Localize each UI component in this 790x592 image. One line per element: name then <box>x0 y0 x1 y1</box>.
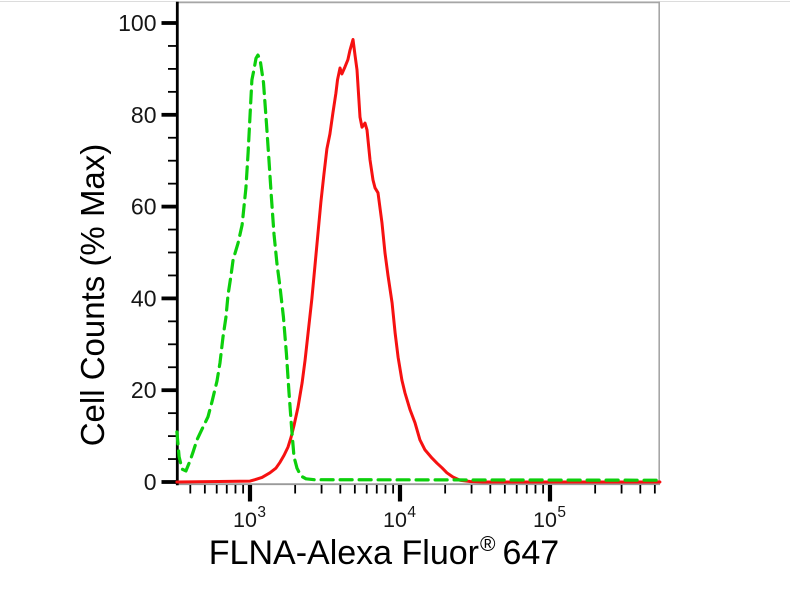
top-hairline <box>0 1 790 2</box>
y-tick-label: 0 <box>144 469 157 495</box>
y-tick-label: 60 <box>131 194 157 220</box>
y-axis-title: Cell Counts (% Max) <box>74 143 111 447</box>
green-dashed-curve <box>175 53 662 482</box>
y-tick-label: 80 <box>131 102 157 128</box>
y-tick-label: 20 <box>131 377 157 403</box>
red-solid-curve <box>175 38 662 484</box>
x-tick-label: 105 <box>533 504 566 532</box>
x-axis-title-text: FLNA-Alexa Fluor <box>208 534 479 572</box>
y-tick-label: 100 <box>118 10 156 36</box>
x-axis-title: FLNA-Alexa Fluor® 647 <box>134 533 634 572</box>
x-axis-title-suffix: 647 <box>502 534 560 572</box>
registered-trademark-symbol: ® <box>479 533 496 556</box>
x-tick-label: 103 <box>233 504 266 532</box>
x-tick-label: 104 <box>383 504 416 532</box>
y-tick-label: 40 <box>131 285 157 311</box>
